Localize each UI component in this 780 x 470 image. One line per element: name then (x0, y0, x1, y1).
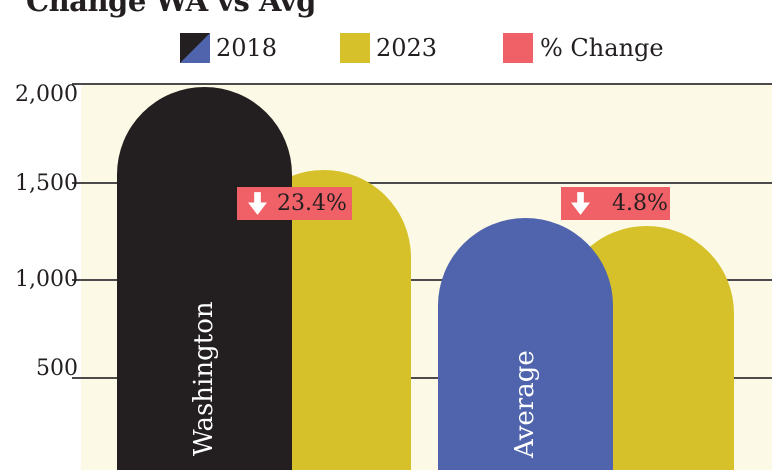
down-arrow-icon (571, 192, 590, 215)
y-tick-1000: 1,000 (15, 267, 78, 292)
percent-change-badge-washington: 23.4% (237, 187, 352, 220)
gridline-500 (72, 377, 772, 379)
legend-label-2023: 2023 (376, 34, 438, 62)
legend-label-2018: 2018 (216, 34, 278, 62)
legend-swatch-2018-icon (180, 33, 210, 63)
percent-change-value-washington: 23.4% (277, 191, 347, 216)
y-tick-1500: 1,500 (15, 171, 78, 196)
gridline-1500 (72, 182, 772, 184)
down-arrow-icon (248, 192, 267, 215)
y-tick-2000: 2,000 (15, 82, 78, 107)
chart-title: Change WA vs Avg (26, 0, 316, 18)
legend-label-percent-change: % Change (540, 34, 664, 62)
gridline-1000 (72, 279, 772, 281)
legend-swatch-percent-change-icon (503, 33, 533, 63)
bar-average-2018 (438, 218, 613, 470)
bar-label-washington: Washington (189, 301, 219, 456)
bar-washington-2018 (117, 87, 292, 470)
legend-swatch-2023-icon (340, 33, 370, 63)
percent-change-value-average: 4.8% (612, 191, 668, 216)
y-tick-500: 500 (36, 356, 78, 381)
bar-label-average: Average (510, 350, 540, 458)
gridline-2000 (72, 83, 772, 85)
percent-change-badge-average: 4.8% (561, 187, 670, 220)
